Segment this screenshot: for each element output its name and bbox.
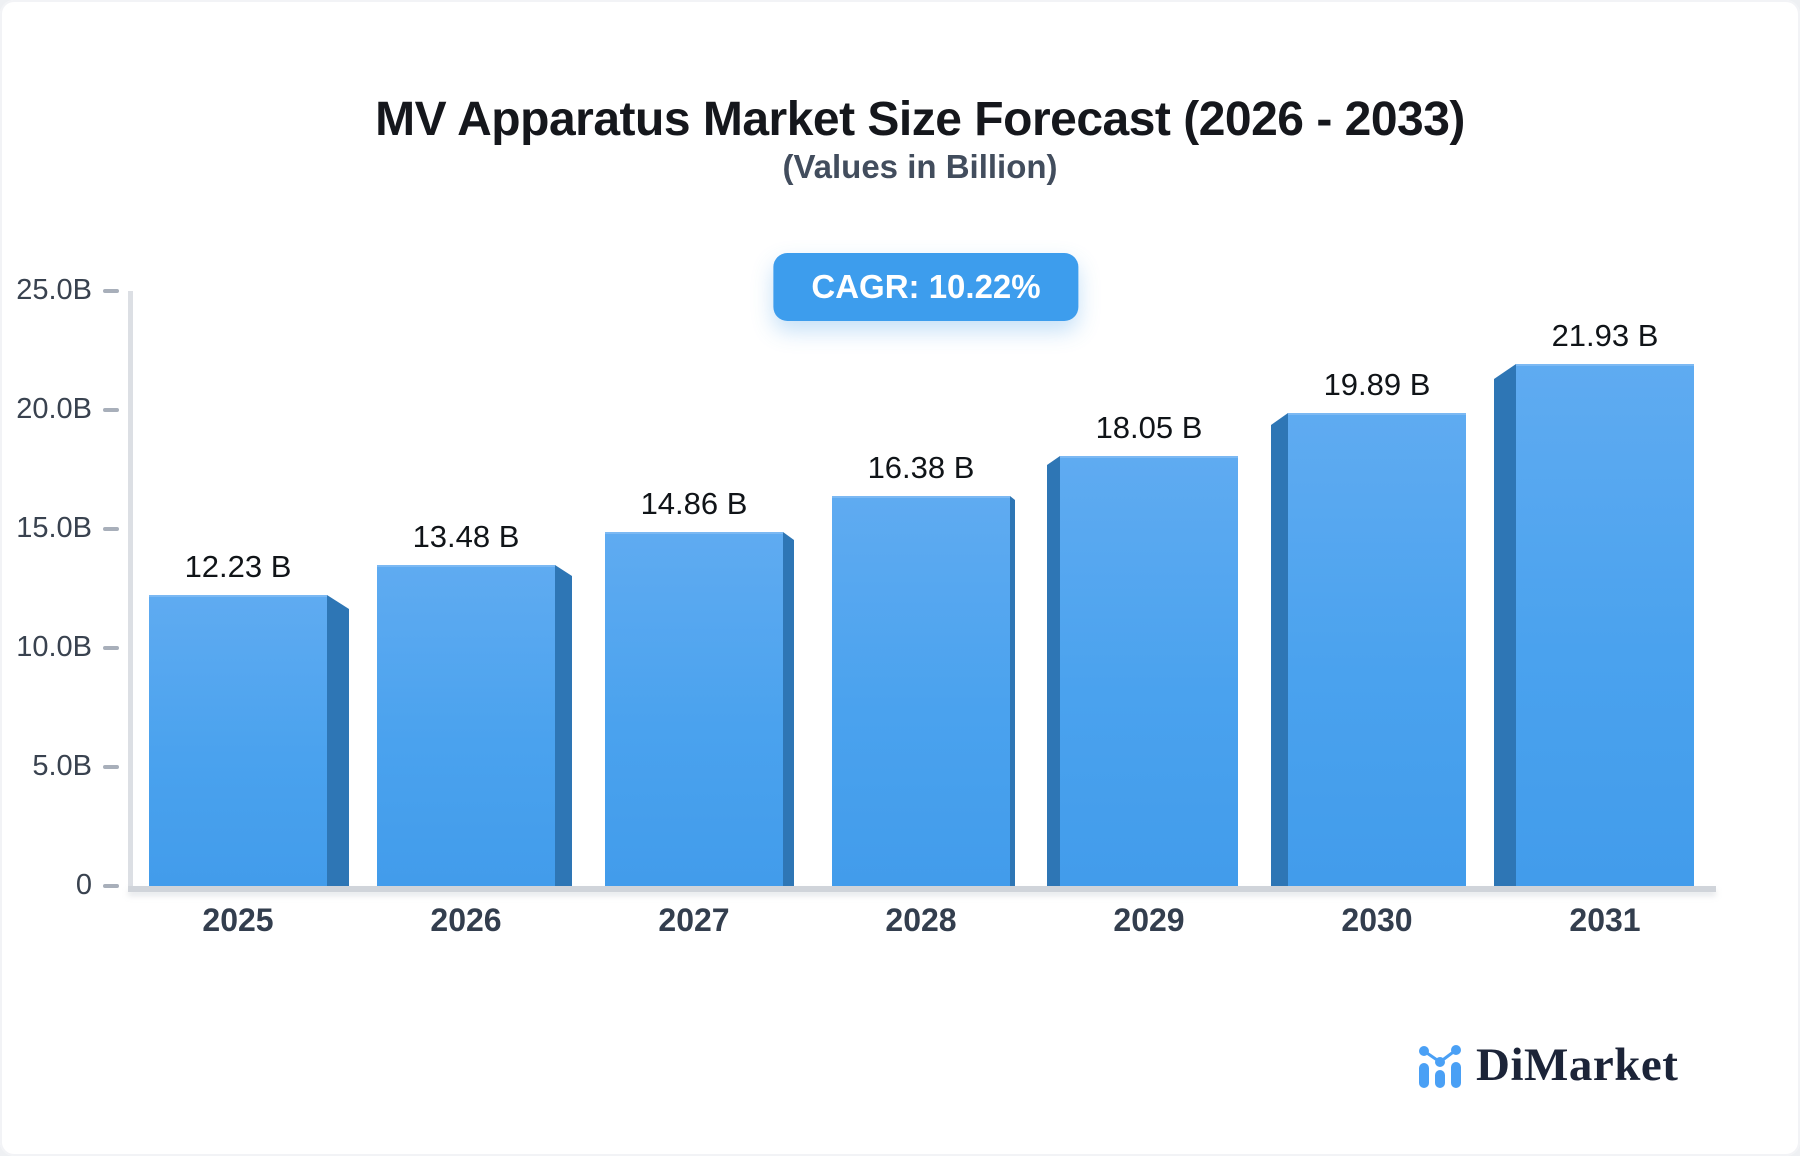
cagr-badge: CAGR: 10.22% — [773, 253, 1079, 321]
x-axis-category-label: 2026 — [430, 902, 502, 938]
bar-face — [149, 595, 327, 886]
chart-subtitle: (Values in Billion) — [782, 148, 1058, 185]
y-axis-tick-label: 5.0B — [32, 750, 92, 782]
bar-face — [605, 532, 783, 886]
bar-value-label: 12.23 B — [184, 549, 292, 584]
chart-title: MV Apparatus Market Size Forecast (2026 … — [375, 93, 1465, 146]
bar-value-label: 13.48 B — [412, 519, 520, 554]
x-axis-category-label: 2030 — [1341, 902, 1413, 938]
y-axis-tick-label: 10.0B — [16, 631, 92, 663]
bar-chart-logo-icon — [1419, 1045, 1461, 1088]
x-axis-line — [128, 886, 1716, 892]
brand-logo: DiMarket — [1412, 1038, 1678, 1092]
x-axis-category-label: 2029 — [1113, 902, 1185, 938]
y-axis-tick-label: 20.0B — [16, 393, 92, 425]
bar-value-label: 14.86 B — [640, 486, 748, 521]
y-axis-tick-mark — [103, 408, 119, 412]
bar-side-panel — [1271, 413, 1288, 886]
bar-face — [1288, 413, 1466, 886]
y-axis-tick-mark — [103, 289, 119, 293]
bar-value-label: 21.93 B — [1551, 318, 1659, 353]
y-axis-tick-label: 15.0B — [16, 512, 92, 544]
y-axis-tick-mark — [103, 646, 119, 650]
bar-side-panel — [1047, 456, 1060, 886]
x-axis-category-label: 2025 — [202, 902, 274, 938]
bar-face — [832, 496, 1010, 886]
x-axis-category-label: 2031 — [1569, 902, 1641, 938]
x-axis-category-label: 2028 — [885, 902, 957, 938]
y-axis-tick-mark — [103, 527, 119, 531]
bar-face — [377, 565, 555, 886]
brand-logo-text: DiMarket — [1476, 1039, 1679, 1091]
y-axis-tick-label: 0 — [75, 869, 92, 901]
bar-value-label: 18.05 B — [1095, 410, 1203, 445]
bar-side-panel — [1010, 496, 1015, 886]
y-axis-tick-mark — [103, 765, 119, 769]
bar-value-label: 19.89 B — [1323, 367, 1431, 402]
bar-value-label: 16.38 B — [867, 450, 975, 485]
x-axis-category-label: 2027 — [658, 902, 730, 938]
bar-side-panel — [1494, 364, 1516, 886]
bar-side-panel — [327, 595, 349, 886]
y-axis-tick-mark — [103, 884, 119, 888]
y-axis-tick-label: 25.0B — [16, 274, 92, 306]
bar-side-panel — [555, 565, 572, 886]
bar-side-panel — [783, 532, 794, 886]
bar-face — [1060, 456, 1238, 886]
y-axis-line — [128, 291, 133, 892]
bar-face — [1516, 364, 1694, 886]
